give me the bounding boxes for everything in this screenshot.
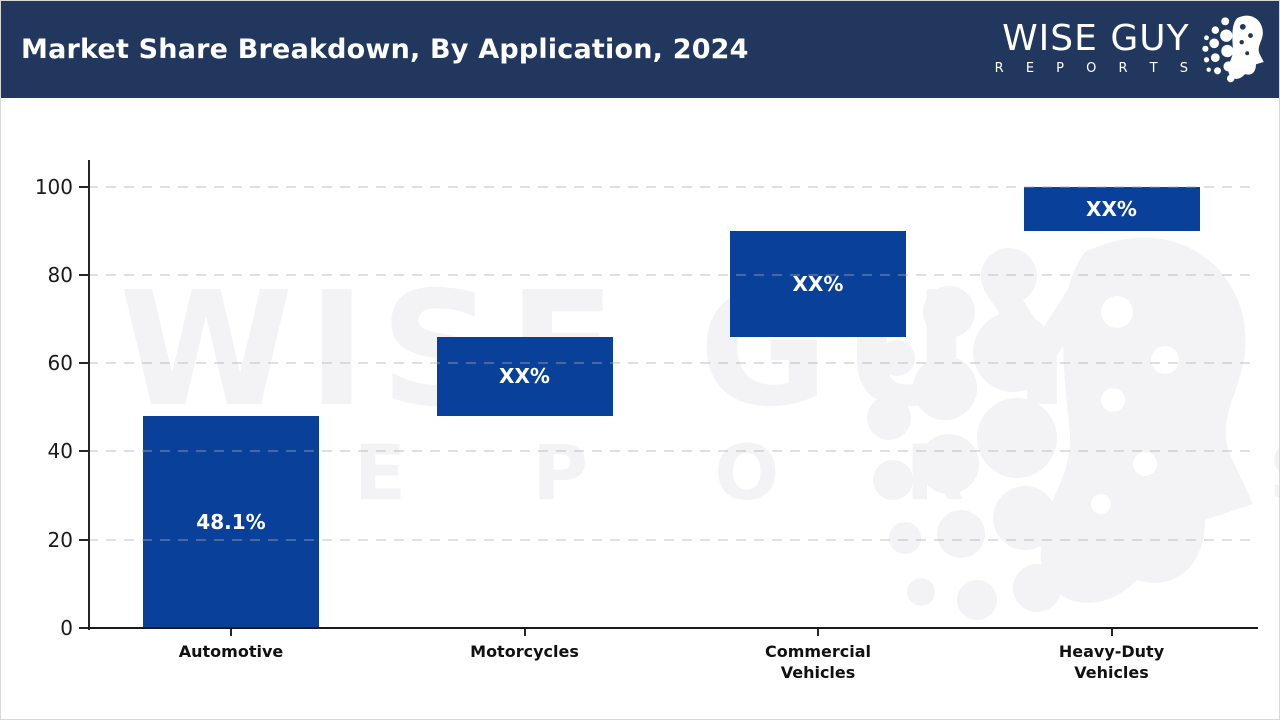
- y-tick-mark-40: [79, 450, 88, 453]
- y-tick-label-40: 40: [47, 439, 73, 464]
- watermark-head-icon: [867, 237, 1253, 620]
- x-tick-mark-commercial-vehicles: [817, 629, 819, 636]
- y-tick-label-100: 100: [34, 174, 73, 199]
- y-tick-mark-100: [79, 185, 88, 188]
- x-tick-label-heavy-duty-vehicles: Heavy-Duty Vehicles: [1058, 642, 1165, 682]
- x-tick-mark-motorcycles: [523, 629, 526, 636]
- bar-value-label-heavy-duty-vehicles: XX%: [1086, 196, 1137, 221]
- bar-commercial-vehicles: [730, 230, 906, 337]
- x-axis-line: [88, 627, 1258, 629]
- y-tick-mark-20: [79, 538, 88, 541]
- x-tick-label-automotive: Automotive: [178, 642, 284, 661]
- logo-brand-name: WISE GUY: [1002, 18, 1190, 59]
- y-tick-mark-0: [79, 627, 88, 629]
- x-tick-label-motorcycles: Motorcycles: [470, 642, 579, 661]
- bar-heavy-duty-vehicles: [1023, 186, 1200, 231]
- page-title: Market Share Breakdown, By Application, …: [21, 34, 749, 65]
- bar-value-label-commercial-vehicles: XX%: [792, 271, 844, 296]
- gridline-60: [88, 362, 1258, 365]
- bar-value-label-motorcycles: XX%: [499, 364, 550, 389]
- x-tick-mark-automotive: [230, 629, 232, 636]
- x-tick-mark-heavy-duty-vehicles: [1110, 629, 1113, 636]
- y-tick-mark-80: [79, 273, 88, 276]
- gridline-40: [88, 450, 1258, 453]
- y-axis-line: [88, 160, 90, 630]
- y-tick-label-80: 80: [47, 262, 73, 287]
- gridline-80: [88, 273, 1258, 276]
- bar-automotive: [143, 415, 319, 628]
- wise-guy-reports-logo: WISE GUY R E P O R T S: [995, 7, 1267, 95]
- logo-head-icon: [1202, 15, 1264, 83]
- bar-motorcycles: [436, 336, 613, 416]
- logo-text: WISE GUY R E P O R T S: [994, 18, 1197, 77]
- chart-area: WISE GUY R E P O R T S 0 20 40 60 80 100 48.1%…: [1, 98, 1279, 719]
- bar-value-label-automotive: 48.1%: [196, 509, 266, 534]
- y-tick-mark-60: [79, 362, 88, 365]
- logo-brand-subtitle: R E P O R T S: [994, 61, 1197, 76]
- y-tick-label-0: 0: [60, 616, 73, 640]
- x-tick-label-commercial-vehicles: Commercial Vehicles: [764, 642, 872, 682]
- gridline-100: [88, 185, 1258, 188]
- gridline-20: [88, 538, 1258, 541]
- y-tick-label-60: 60: [47, 351, 73, 376]
- y-tick-label-20: 20: [47, 527, 73, 552]
- header-band: Market Share Breakdown, By Application, …: [1, 1, 1279, 98]
